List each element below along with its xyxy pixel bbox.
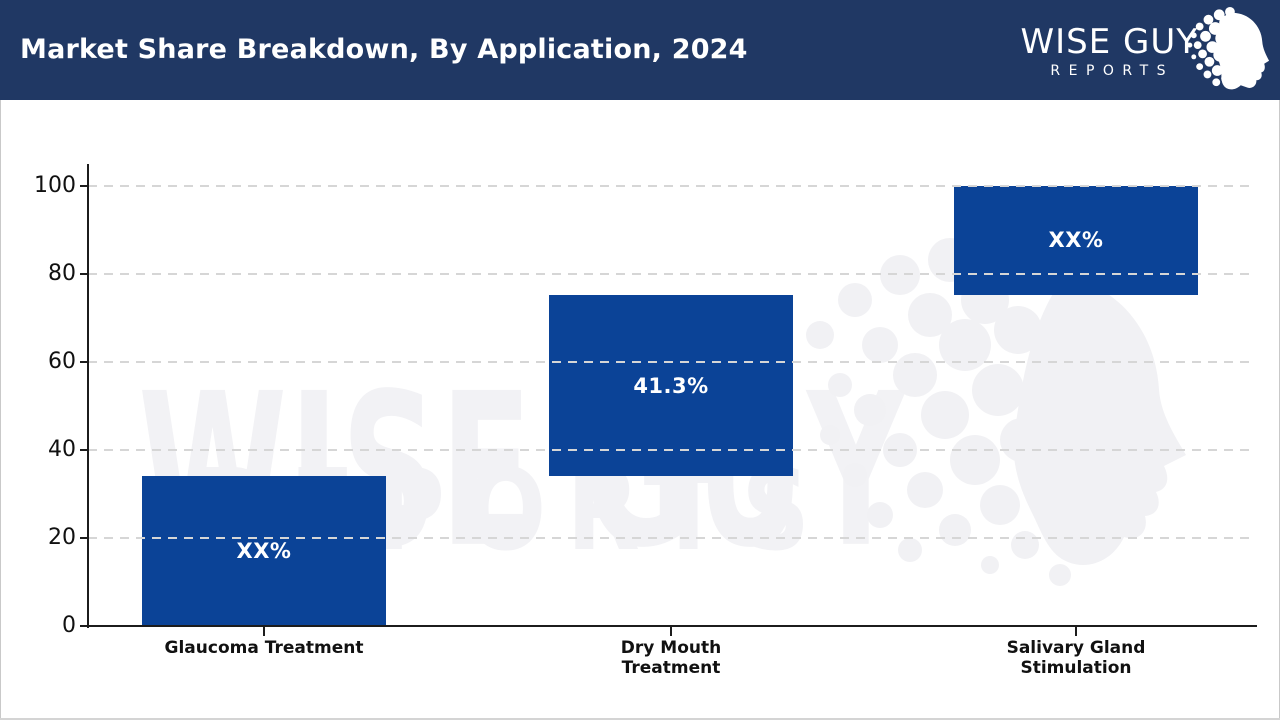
y-tick-label: 100 — [34, 173, 76, 198]
x-axis — [87, 625, 1257, 627]
page-border-bottom — [0, 718, 1280, 720]
bar-value-label: 41.3% — [633, 373, 709, 398]
x-tick — [1075, 627, 1077, 636]
logo-text: WISE GUY REPORTS — [1020, 22, 1198, 79]
y-tick — [80, 449, 88, 451]
x-tick — [670, 627, 672, 636]
y-gridline — [88, 361, 1252, 363]
y-tick — [80, 273, 88, 275]
chart-area: WISE GUY REPORTS XX% 41.3% XX% 0 20 4 — [0, 100, 1280, 720]
y-tick-label: 20 — [48, 525, 76, 550]
y-tick — [80, 625, 88, 627]
y-gridline — [88, 449, 1252, 451]
wiseguy-logo: WISE GUY REPORTS — [1020, 0, 1272, 100]
logo-subtitle: REPORTS — [1050, 62, 1175, 79]
bar-value-label: XX% — [236, 539, 292, 564]
y-tick-label: 0 — [62, 613, 76, 638]
y-gridline — [88, 537, 1252, 539]
page-border-left — [0, 100, 1, 720]
category-label: Dry Mouth Treatment — [620, 638, 722, 678]
y-gridline — [88, 273, 1252, 275]
logo-wordmark: WISE GUY — [1020, 21, 1198, 62]
x-tick — [263, 627, 265, 636]
y-gridline — [88, 185, 1252, 187]
logo-head-icon — [1187, 6, 1270, 90]
bar: 41.3% — [549, 294, 793, 477]
y-tick — [80, 185, 88, 187]
category-label: Glaucoma Treatment — [164, 638, 364, 658]
y-axis — [87, 164, 89, 628]
y-tick — [80, 537, 88, 539]
y-tick-label: 40 — [48, 437, 76, 462]
chart-title: Market Share Breakdown, By Application, … — [20, 34, 748, 65]
y-tick-label: 80 — [48, 261, 76, 286]
bar: XX% — [142, 476, 386, 626]
category-label: Salivary Gland Stimulation — [1006, 638, 1146, 678]
header: Market Share Breakdown, By Application, … — [0, 0, 1280, 100]
y-tick — [80, 361, 88, 363]
bar-value-label: XX% — [1048, 228, 1104, 253]
bar: XX% — [954, 186, 1198, 295]
y-tick-label: 60 — [48, 349, 76, 374]
